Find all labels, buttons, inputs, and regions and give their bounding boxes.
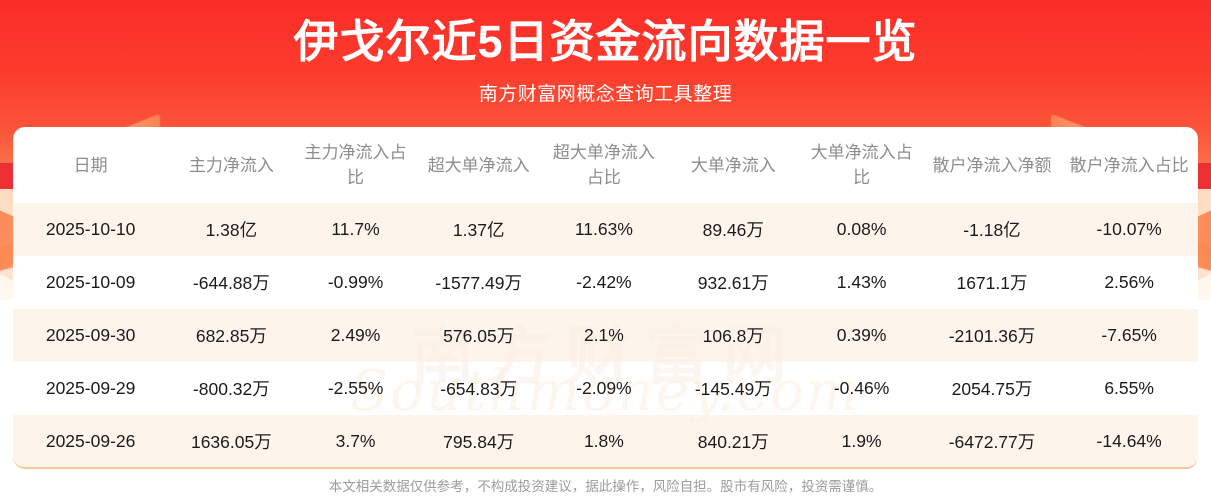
data-card: 南方财富网 Southmoney.com 日期 主力净流入 主力净流入占比 超大… [13,127,1198,469]
column-header-main-net-inflow: 主力净流入 [188,155,274,175]
column-header-date: 日期 [73,155,108,175]
cell-super-large-pct: 11.63% [540,203,668,256]
cell-retail-net-inflow: 1671.1万 [923,256,1061,309]
cell-date: 2025-10-10 [13,203,169,256]
cell-retail-net-inflow-pct: -14.64% [1060,415,1198,467]
cell-retail-net-inflow-pct: 6.55% [1060,362,1198,415]
cell-retail-net-inflow-pct: 2.56% [1060,256,1198,309]
cell-large-net-inflow: 932.61万 [667,256,800,309]
cell-large-net-inflow-pct: 1.9% [799,415,924,467]
cell-large-net-inflow: -145.49万 [667,362,800,415]
cell-date: 2025-10-09 [13,256,169,309]
cell-retail-net-inflow-pct: -10.07% [1060,203,1198,256]
cell-retail-net-inflow-pct: -7.65% [1060,309,1198,362]
cell-large-net-inflow-pct: -0.46% [799,362,924,415]
cell-main-net-inflow-pct: 11.7% [294,203,417,256]
cell-large-net-inflow-pct: 0.08% [799,203,924,256]
cell-super-large-net-inflow: -1577.49万 [416,256,541,309]
cell-super-large-pct: -2.09% [540,362,668,415]
cell-super-large-pct: 2.1% [540,309,668,362]
footer-disclaimer: 本文相关数据仅供参考，不构成投资建议，据此操作，风险自担。股市有风险，投资需谨慎… [328,479,883,494]
cell-super-large-net-inflow: 1.37亿 [416,203,541,256]
cell-date: 2025-09-29 [13,362,169,415]
column-header-super-large-pct: 超大单净流入占比 [552,143,655,187]
cell-retail-net-inflow: -6472.77万 [923,415,1061,467]
column-header-super-large-net-inflow: 超大单净流入 [427,155,530,175]
cell-retail-net-inflow: -1.18亿 [923,203,1061,256]
cell-retail-net-inflow: 2054.75万 [923,362,1061,415]
table-body: 2025-10-10 1.38亿 11.7% 1.37亿 11.63% 89.4… [13,203,1198,467]
cell-super-large-net-inflow: -654.83万 [416,362,541,415]
table-row: 2025-09-30 682.85万 2.49% 576.05万 2.1% 10… [13,309,1198,362]
cell-large-net-inflow: 106.8万 [667,309,800,362]
column-header-large-net-inflow-pct: 大单净流入占比 [810,143,913,187]
cell-large-net-inflow: 840.21万 [667,415,800,467]
cell-main-net-inflow: 682.85万 [168,309,295,362]
cell-super-large-net-inflow: 795.84万 [416,415,541,467]
cell-main-net-inflow: -644.88万 [168,256,295,309]
column-header-large-net-inflow: 大单净流入 [690,155,776,175]
table-row: 2025-09-29 -800.32万 -2.55% -654.83万 -2.0… [13,362,1198,415]
column-header-retail-net-inflow: 散户净流入净额 [932,155,1052,175]
column-header-retail-net-inflow-pct: 散户净流入占比 [1069,155,1189,175]
cell-large-net-inflow-pct: 1.43% [799,256,924,309]
cell-retail-net-inflow: -2101.36万 [923,309,1061,362]
column-header-main-net-inflow-pct: 主力净流入占比 [304,143,407,187]
cell-super-large-pct: 1.8% [540,415,668,467]
cell-main-net-inflow-pct: 3.7% [294,415,417,467]
cell-main-net-inflow: -800.32万 [168,362,295,415]
cell-main-net-inflow: 1.38亿 [168,203,295,256]
cell-large-net-inflow-pct: 0.39% [799,309,924,362]
cell-date: 2025-09-30 [13,309,169,362]
cell-main-net-inflow-pct: 2.49% [294,309,417,362]
cell-large-net-inflow: 89.46万 [667,203,800,256]
table-row: 2025-10-09 -644.88万 -0.99% -1577.49万 -2.… [13,256,1198,309]
cell-super-large-pct: -2.42% [540,256,668,309]
table-header: 日期 主力净流入 主力净流入占比 超大单净流入 超大单净流入占比 大单净流入 大… [13,127,1198,203]
cell-date: 2025-09-26 [13,415,169,467]
fund-flow-table: 日期 主力净流入 主力净流入占比 超大单净流入 超大单净流入占比 大单净流入 大… [13,127,1198,467]
page-subtitle: 南方财富网概念查询工具整理 [478,84,733,105]
table-header-row: 日期 主力净流入 主力净流入占比 超大单净流入 超大单净流入占比 大单净流入 大… [13,127,1198,203]
cell-main-net-inflow-pct: -0.99% [294,256,417,309]
table-row: 2025-09-26 1636.05万 3.7% 795.84万 1.8% 84… [13,415,1198,467]
cell-main-net-inflow-pct: -2.55% [294,362,417,415]
cell-main-net-inflow: 1636.05万 [168,415,295,467]
page-title: 伊戈尔近5日资金流向数据一览 [293,16,918,67]
table-row: 2025-10-10 1.38亿 11.7% 1.37亿 11.63% 89.4… [13,203,1198,256]
cell-super-large-net-inflow: 576.05万 [416,309,541,362]
